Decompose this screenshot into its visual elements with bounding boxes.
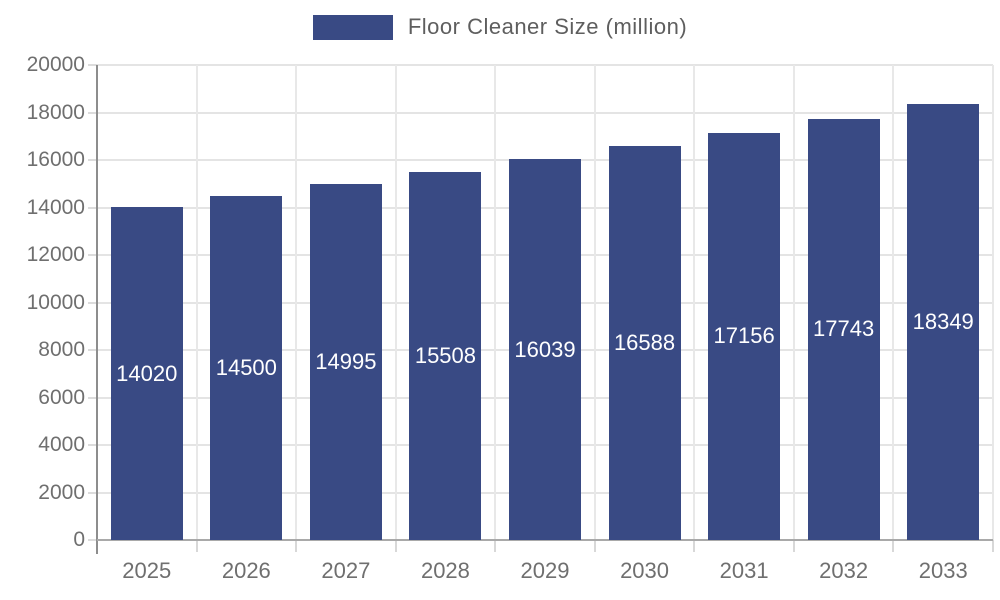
x-axis-tick [792,540,795,552]
y-axis-label: 6000 [38,385,85,409]
gridline-vertical [195,65,198,540]
y-axis-label: 2000 [38,480,85,504]
y-axis-label: 12000 [26,243,85,266]
gridline-vertical [992,65,994,540]
y-axis-tick [88,491,97,494]
y-axis-label: 16000 [26,148,85,171]
bar[interactable] [608,146,681,540]
y-axis-tick [88,64,97,66]
y-axis-tick [88,539,97,541]
bar[interactable] [807,118,880,540]
x-axis-label: 2033 [918,558,968,583]
bar[interactable] [210,195,283,540]
gridline-vertical [792,65,795,540]
y-axis-label: 0 [73,528,85,551]
x-axis-label: 2028 [420,558,470,583]
bar[interactable] [509,159,581,540]
gridline-vertical [494,65,497,540]
x-axis-tick [295,540,298,552]
gridline-vertical [295,65,298,540]
y-axis-tick [88,301,97,304]
bar[interactable] [309,183,382,540]
y-axis-tick [88,206,97,209]
y-axis-tick [88,159,97,161]
bar[interactable] [907,104,980,540]
x-axis-label: 2030 [620,558,670,583]
x-axis-label: 2026 [221,558,271,583]
x-axis-label: 2029 [520,558,570,583]
gridline-horizontal [97,64,993,66]
x-axis-tick [195,540,198,552]
bar[interactable] [110,207,183,540]
y-axis-tick [88,396,97,399]
y-axis-label: 10000 [26,290,85,314]
x-axis-line [97,539,993,541]
x-axis-label: 2031 [719,558,769,583]
x-axis-tick [494,540,497,552]
y-axis-line [96,65,98,554]
gridline-vertical [693,65,696,540]
bar[interactable] [708,132,781,540]
x-axis-label: 2025 [122,558,172,583]
y-axis-label: 4000 [38,433,85,456]
x-axis-label: 2027 [321,558,371,583]
gridline-vertical [892,65,895,540]
y-axis-label: 8000 [38,338,85,361]
bar[interactable] [409,171,482,540]
gridline-horizontal [97,111,993,114]
x-axis-tick [593,540,596,552]
y-axis-tick [88,254,97,256]
x-axis-tick [693,540,696,552]
y-axis-label: 14000 [26,195,85,219]
gridline-vertical [394,65,397,540]
y-axis-tick [88,444,97,446]
y-axis-tick [88,111,97,114]
x-axis-tick [892,540,895,552]
legend-label: Floor Cleaner Size (million) [407,14,688,39]
y-axis-tick [88,349,97,351]
x-axis-tick [992,540,994,552]
gridline-vertical [593,65,596,540]
x-axis-tick [394,540,397,552]
legend-swatch [312,14,393,40]
y-axis-label: 18000 [26,100,85,124]
y-axis-label: 20000 [26,53,85,76]
x-axis-label: 2032 [819,558,869,583]
legend-item[interactable]: Floor Cleaner Size (million) [0,14,1000,40]
